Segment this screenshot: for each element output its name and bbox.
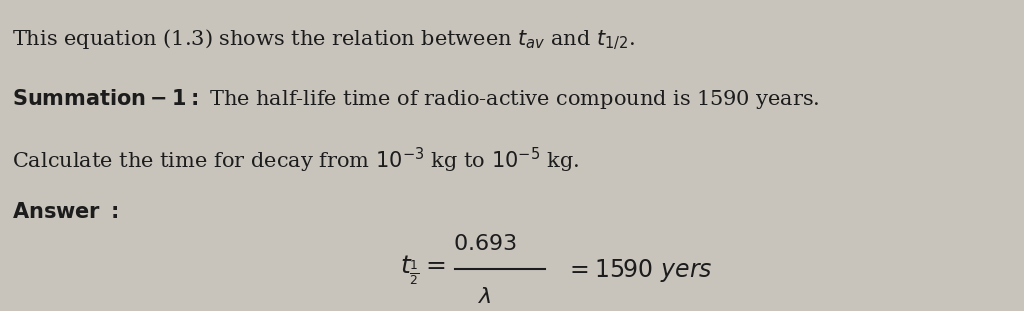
Text: This equation (1.3) shows the relation between $t_{av}$ and $t_{1/2}$.: This equation (1.3) shows the relation b… — [12, 28, 635, 52]
Text: $t_{\frac{1}{2}}=$: $t_{\frac{1}{2}}=$ — [400, 254, 445, 287]
Text: $=1590\ \mathit{yers}$: $=1590\ \mathit{yers}$ — [565, 257, 713, 284]
Text: Calculate the time for decay from $10^{-3}$ kg to $10^{-5}$ kg.: Calculate the time for decay from $10^{-… — [12, 146, 580, 175]
Text: $\lambda$: $\lambda$ — [478, 286, 493, 308]
Text: $\mathbf{Answer\ :}$: $\mathbf{Answer\ :}$ — [12, 202, 118, 222]
Text: $0.693$: $0.693$ — [454, 233, 517, 255]
Text: $\mathbf{Summation-1:}$ The half-life time of radio-active compound is 1590 year: $\mathbf{Summation-1:}$ The half-life ti… — [12, 87, 819, 111]
